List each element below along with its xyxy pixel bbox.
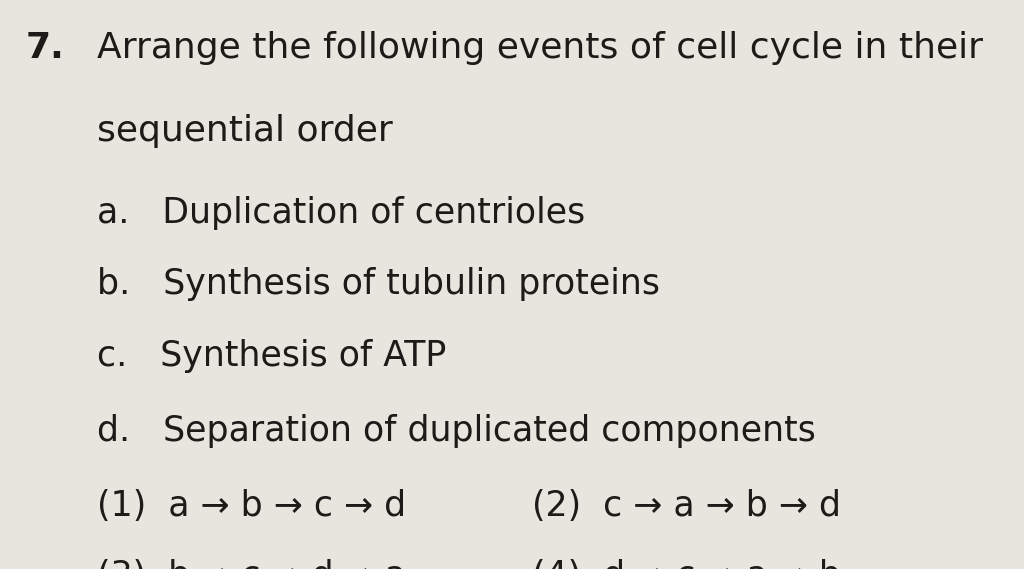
Text: 7.: 7. <box>26 31 65 65</box>
Text: c.   Synthesis of ATP: c. Synthesis of ATP <box>97 339 446 373</box>
Text: (3)  b → c → d → a: (3) b → c → d → a <box>97 559 407 569</box>
Text: (1)  a → b → c → d: (1) a → b → c → d <box>97 489 407 523</box>
Text: b.   Synthesis of tubulin proteins: b. Synthesis of tubulin proteins <box>97 267 660 302</box>
Text: (2)  c → a → b → d: (2) c → a → b → d <box>532 489 842 523</box>
Text: d.   Separation of duplicated components: d. Separation of duplicated components <box>97 414 816 448</box>
Text: a.   Duplication of centrioles: a. Duplication of centrioles <box>97 196 586 230</box>
Text: (4)  d → c → a → b: (4) d → c → a → b <box>532 559 842 569</box>
Text: Arrange the following events of cell cycle in their: Arrange the following events of cell cyc… <box>97 31 983 65</box>
Text: sequential order: sequential order <box>97 114 393 148</box>
